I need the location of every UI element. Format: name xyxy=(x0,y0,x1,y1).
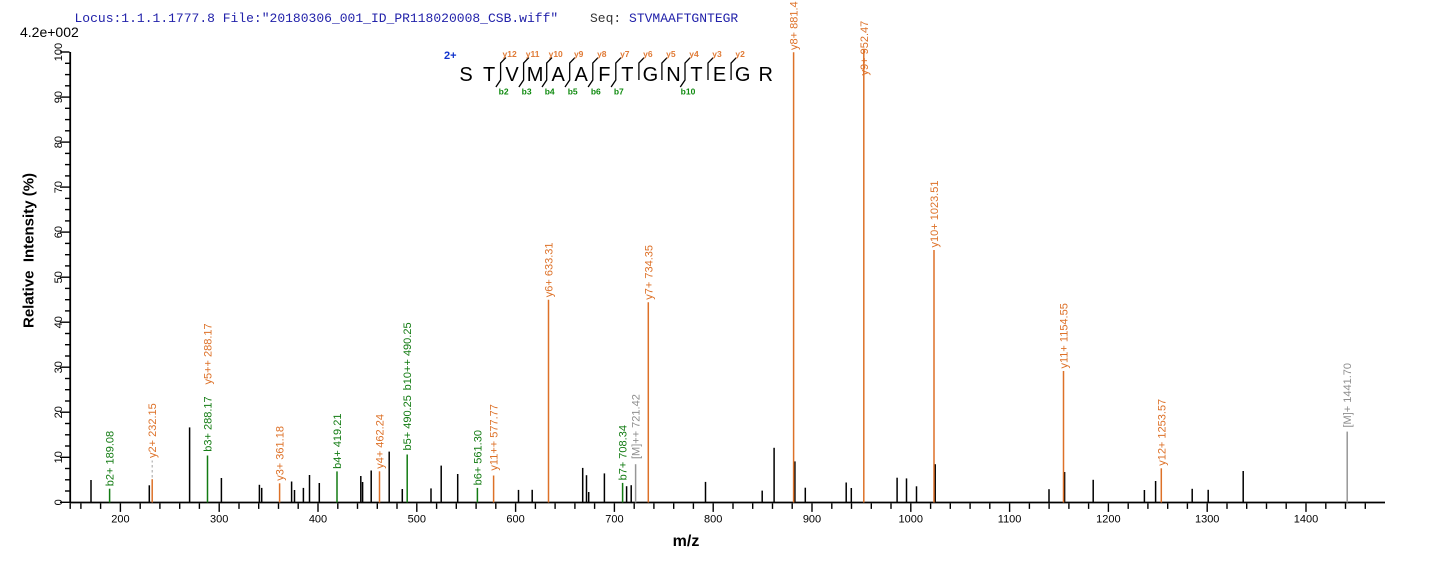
svg-text:y11+ 1154.55: y11+ 1154.55 xyxy=(1059,303,1071,368)
svg-text:b7: b7 xyxy=(614,87,624,97)
svg-text:y5: y5 xyxy=(666,49,676,59)
svg-text:A: A xyxy=(575,64,589,86)
svg-text:900: 900 xyxy=(803,513,821,525)
svg-text:[M]+ 1441.70: [M]+ 1441.70 xyxy=(1342,363,1354,428)
svg-text:Seq: STVMAAFTGNTEGR: Seq: STVMAAFTGNTEGR xyxy=(590,11,738,26)
svg-text:b4: b4 xyxy=(545,87,555,97)
svg-text:100: 100 xyxy=(53,43,65,61)
svg-text:90: 90 xyxy=(53,91,65,103)
svg-text:b10++ 490.25: b10++ 490.25 xyxy=(402,322,414,390)
svg-text:y3: y3 xyxy=(712,49,722,59)
svg-text:R: R xyxy=(758,64,772,86)
svg-text:E: E xyxy=(713,64,726,86)
svg-text:y10: y10 xyxy=(549,49,563,59)
svg-text:y7: y7 xyxy=(620,49,630,59)
svg-text:1100: 1100 xyxy=(998,513,1022,525)
svg-text:Locus:1.1.1.1777.8 File:"20180: Locus:1.1.1.1777.8 File:"20180306_001_ID… xyxy=(75,11,559,26)
svg-text:1400: 1400 xyxy=(1294,513,1318,525)
svg-text:G: G xyxy=(643,64,659,86)
svg-text:600: 600 xyxy=(506,513,524,525)
svg-text:b7+ 708.34: b7+ 708.34 xyxy=(618,425,630,480)
svg-text:T: T xyxy=(483,64,495,86)
svg-text:2+: 2+ xyxy=(444,50,457,62)
svg-text:b3+ 288.17: b3+ 288.17 xyxy=(203,396,215,451)
svg-text:b6+ 561.30: b6+ 561.30 xyxy=(472,430,484,485)
svg-text:1300: 1300 xyxy=(1195,513,1219,525)
svg-text:T: T xyxy=(621,64,633,86)
svg-text:y9+ 952.47: y9+ 952.47 xyxy=(859,21,871,76)
svg-text:b6: b6 xyxy=(591,87,601,97)
svg-text:10: 10 xyxy=(53,451,65,463)
svg-text:b4+ 419.21: b4+ 419.21 xyxy=(332,414,344,469)
svg-text:N: N xyxy=(666,64,680,86)
svg-text:y2: y2 xyxy=(735,49,745,59)
svg-text:T: T xyxy=(690,64,702,86)
svg-text:M: M xyxy=(527,64,544,86)
svg-text:V: V xyxy=(505,64,519,86)
svg-text:y4+ 462.24: y4+ 462.24 xyxy=(375,414,387,469)
svg-text:A: A xyxy=(552,64,566,86)
svg-text:y10+ 1023.51: y10+ 1023.51 xyxy=(929,181,941,248)
svg-text:40: 40 xyxy=(53,316,65,328)
svg-text:400: 400 xyxy=(309,513,327,525)
svg-text:y12: y12 xyxy=(503,49,517,59)
svg-text:y4: y4 xyxy=(689,49,699,59)
svg-text:700: 700 xyxy=(605,513,623,525)
svg-text:200: 200 xyxy=(111,513,129,525)
svg-text:b3: b3 xyxy=(522,87,532,97)
svg-text:y6: y6 xyxy=(643,49,653,59)
svg-text:y8: y8 xyxy=(597,49,607,59)
svg-text:b5: b5 xyxy=(568,87,578,97)
svg-text:y5++ 288.17: y5++ 288.17 xyxy=(203,323,215,384)
svg-text:m/z: m/z xyxy=(673,533,700,550)
svg-text:y12+ 1253.57: y12+ 1253.57 xyxy=(1156,399,1168,466)
svg-text:y11: y11 xyxy=(526,49,540,59)
svg-text:80: 80 xyxy=(53,136,65,148)
svg-text:G: G xyxy=(735,64,751,86)
svg-text:0: 0 xyxy=(53,499,65,505)
svg-text:y8+ 881.4: y8+ 881.4 xyxy=(789,1,801,50)
svg-text:[M]++ 721.42: [M]++ 721.42 xyxy=(631,394,643,459)
svg-text:800: 800 xyxy=(704,513,722,525)
svg-text:y2+ 232.15: y2+ 232.15 xyxy=(147,403,159,458)
svg-text:y3+ 361.18: y3+ 361.18 xyxy=(275,426,287,481)
svg-text:1000: 1000 xyxy=(899,513,923,525)
svg-text:20: 20 xyxy=(53,406,65,418)
svg-text:30: 30 xyxy=(53,361,65,373)
svg-text:4.2e+002: 4.2e+002 xyxy=(20,24,79,40)
svg-text:50: 50 xyxy=(53,271,65,283)
svg-text:F: F xyxy=(598,64,610,86)
svg-text:60: 60 xyxy=(53,226,65,238)
svg-text:70: 70 xyxy=(53,181,65,193)
svg-text:S: S xyxy=(459,64,472,86)
svg-text:1200: 1200 xyxy=(1096,513,1120,525)
svg-text:b10: b10 xyxy=(681,87,696,97)
svg-text:Relative Intensity (%): Relative Intensity (%) xyxy=(21,173,38,328)
svg-text:b2: b2 xyxy=(499,87,509,97)
svg-text:y6+ 633.31: y6+ 633.31 xyxy=(544,242,556,297)
svg-text:y9: y9 xyxy=(574,49,584,59)
svg-text:300: 300 xyxy=(210,513,228,525)
svg-text:y7+ 734.35: y7+ 734.35 xyxy=(643,245,655,300)
svg-text:b2+ 189.08: b2+ 189.08 xyxy=(105,431,117,486)
svg-text:b5+ 490.25: b5+ 490.25 xyxy=(402,395,414,450)
svg-text:500: 500 xyxy=(408,513,426,525)
svg-text:y11++ 577.77: y11++ 577.77 xyxy=(489,404,501,470)
